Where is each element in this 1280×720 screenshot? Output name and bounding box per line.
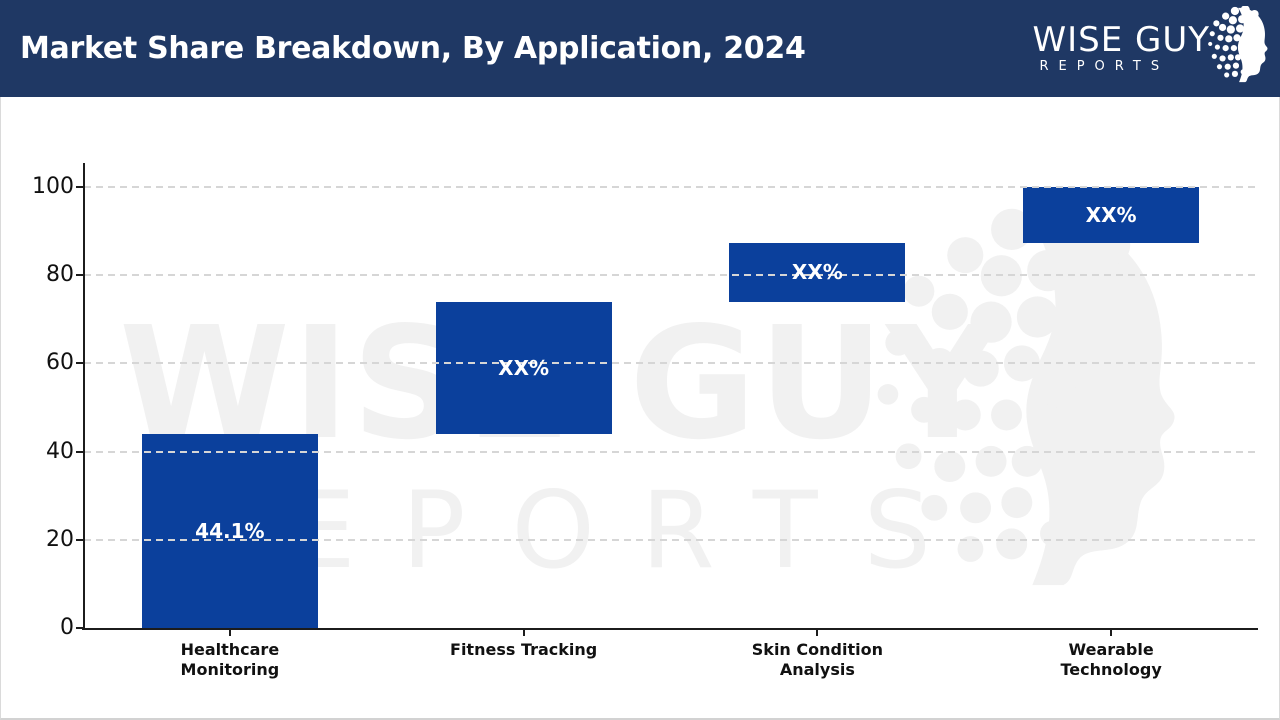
x-axis-category-label: Skin Condition Analysis bbox=[687, 640, 947, 680]
y-tick-label: 80 bbox=[46, 262, 74, 288]
logo-wordmark-block: WISE GUY REPORTS bbox=[1032, 22, 1210, 74]
logo-wordmark: WISE GUY bbox=[1032, 20, 1210, 60]
chart-title: Market Share Breakdown, By Application, … bbox=[20, 31, 806, 66]
bar: XX% bbox=[435, 301, 612, 434]
x-axis-category-line: Healthcare bbox=[180, 640, 280, 659]
y-tick-mark bbox=[76, 538, 83, 541]
y-tick-mark bbox=[76, 450, 83, 453]
x-axis-category-line: Monitoring bbox=[180, 660, 280, 679]
x-tick-mark bbox=[1110, 630, 1113, 636]
x-axis-category-line: Analysis bbox=[779, 660, 855, 679]
y-tick-label: 40 bbox=[46, 438, 74, 464]
bar-value-label: XX% bbox=[791, 260, 843, 285]
header-bar: Market Share Breakdown, By Application, … bbox=[0, 0, 1280, 97]
logo-reports-label: REPORTS bbox=[1039, 59, 1170, 74]
x-tick-mark bbox=[522, 630, 525, 636]
y-tick-label: 60 bbox=[46, 350, 74, 376]
x-axis-category-label: Wearable Technology bbox=[981, 640, 1241, 680]
x-tick-mark bbox=[228, 630, 231, 636]
y-tick-mark bbox=[76, 186, 83, 188]
gridline bbox=[84, 186, 1258, 188]
y-tick-mark bbox=[76, 274, 83, 277]
x-axis-category-line: Technology bbox=[1060, 660, 1162, 679]
bar: 44.1% bbox=[141, 433, 318, 628]
y-tick-label: 20 bbox=[46, 526, 74, 552]
gridline bbox=[84, 274, 1258, 277]
x-axis-category-line: Fitness Tracking bbox=[450, 640, 598, 659]
y-tick-mark bbox=[76, 362, 83, 365]
bar-value-label: 44.1% bbox=[195, 518, 265, 543]
x-axis-category-line: Wearable bbox=[1068, 640, 1154, 659]
bar: XX% bbox=[729, 242, 906, 302]
wiseguy-logo: WISE GUY REPORTS bbox=[1032, 6, 1270, 84]
y-tick-label: 0 bbox=[60, 615, 74, 640]
gridline bbox=[84, 450, 1258, 453]
x-axis-spine bbox=[82, 628, 1258, 630]
bar-value-label: XX% bbox=[498, 355, 550, 380]
x-axis-category-label: Fitness Tracking bbox=[394, 640, 654, 660]
y-axis-spine bbox=[83, 163, 85, 630]
x-axis-category-line: Skin Condition bbox=[751, 640, 883, 659]
gridline bbox=[84, 538, 1258, 541]
bar-value-label: XX% bbox=[1085, 202, 1137, 227]
gridline bbox=[84, 362, 1258, 365]
x-axis-category-label: Healthcare Monitoring bbox=[100, 640, 360, 680]
y-tick-label: 100 bbox=[32, 174, 74, 199]
bar: XX% bbox=[1023, 187, 1200, 243]
y-tick-mark bbox=[76, 627, 83, 629]
x-tick-mark bbox=[816, 630, 819, 636]
